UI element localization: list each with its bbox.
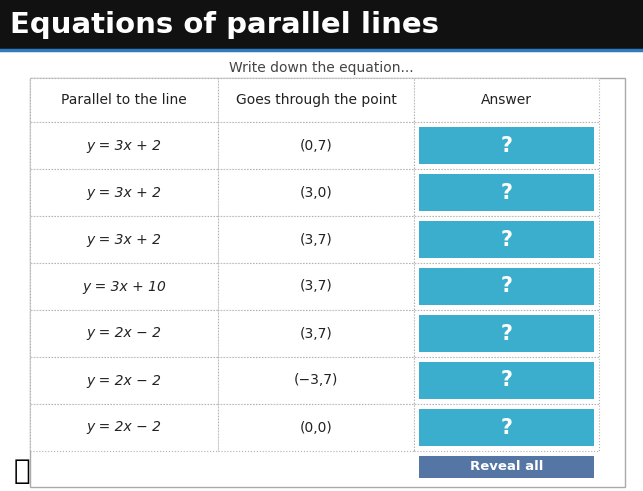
- Text: (0,7): (0,7): [300, 138, 332, 153]
- FancyBboxPatch shape: [414, 263, 599, 310]
- FancyBboxPatch shape: [218, 122, 414, 169]
- FancyBboxPatch shape: [218, 404, 414, 451]
- Text: (3,7): (3,7): [300, 233, 332, 246]
- Text: Write down the equation...: Write down the equation...: [229, 61, 414, 75]
- Text: ?: ?: [500, 183, 512, 202]
- Text: y = 2x − 2: y = 2x − 2: [87, 374, 161, 387]
- FancyBboxPatch shape: [419, 456, 594, 478]
- FancyBboxPatch shape: [419, 174, 594, 211]
- FancyBboxPatch shape: [30, 310, 218, 357]
- Text: ?: ?: [500, 371, 512, 390]
- FancyBboxPatch shape: [414, 357, 599, 404]
- FancyBboxPatch shape: [218, 169, 414, 216]
- FancyBboxPatch shape: [414, 78, 599, 122]
- Text: y = 3x + 10: y = 3x + 10: [82, 279, 166, 294]
- Text: ?: ?: [500, 229, 512, 249]
- Text: y = 2x − 2: y = 2x − 2: [87, 420, 161, 435]
- FancyBboxPatch shape: [0, 0, 643, 50]
- FancyBboxPatch shape: [30, 404, 218, 451]
- Text: Equations of parallel lines: Equations of parallel lines: [10, 11, 439, 39]
- Text: ?: ?: [500, 417, 512, 437]
- Text: Parallel to the line: Parallel to the line: [61, 93, 187, 107]
- FancyBboxPatch shape: [218, 78, 414, 122]
- Text: y = 2x − 2: y = 2x − 2: [87, 327, 161, 340]
- Text: y = 3x + 2: y = 3x + 2: [87, 138, 161, 153]
- FancyBboxPatch shape: [30, 216, 218, 263]
- FancyBboxPatch shape: [218, 310, 414, 357]
- Text: 🤔: 🤔: [14, 457, 30, 485]
- FancyBboxPatch shape: [30, 263, 218, 310]
- FancyBboxPatch shape: [414, 122, 599, 169]
- FancyBboxPatch shape: [419, 362, 594, 399]
- FancyBboxPatch shape: [218, 216, 414, 263]
- Text: (0,0): (0,0): [300, 420, 332, 435]
- FancyBboxPatch shape: [419, 268, 594, 305]
- FancyBboxPatch shape: [414, 216, 599, 263]
- Text: ?: ?: [500, 276, 512, 297]
- FancyBboxPatch shape: [419, 221, 594, 258]
- Text: y = 3x + 2: y = 3x + 2: [87, 186, 161, 199]
- FancyBboxPatch shape: [218, 263, 414, 310]
- Text: (3,7): (3,7): [300, 279, 332, 294]
- FancyBboxPatch shape: [414, 404, 599, 451]
- FancyBboxPatch shape: [419, 315, 594, 352]
- FancyBboxPatch shape: [218, 357, 414, 404]
- Text: ?: ?: [500, 136, 512, 156]
- Text: Answer: Answer: [481, 93, 532, 107]
- Text: ?: ?: [500, 324, 512, 344]
- Text: Reveal all: Reveal all: [470, 461, 543, 473]
- Text: (−3,7): (−3,7): [294, 374, 338, 387]
- FancyBboxPatch shape: [419, 127, 594, 164]
- Text: Goes through the point: Goes through the point: [235, 93, 397, 107]
- FancyBboxPatch shape: [30, 78, 625, 487]
- FancyBboxPatch shape: [30, 169, 218, 216]
- FancyBboxPatch shape: [30, 78, 218, 122]
- Text: (3,7): (3,7): [300, 327, 332, 340]
- FancyBboxPatch shape: [30, 357, 218, 404]
- FancyBboxPatch shape: [414, 169, 599, 216]
- Text: (3,0): (3,0): [300, 186, 332, 199]
- FancyBboxPatch shape: [419, 409, 594, 446]
- FancyBboxPatch shape: [414, 310, 599, 357]
- FancyBboxPatch shape: [30, 122, 218, 169]
- Text: y = 3x + 2: y = 3x + 2: [87, 233, 161, 246]
